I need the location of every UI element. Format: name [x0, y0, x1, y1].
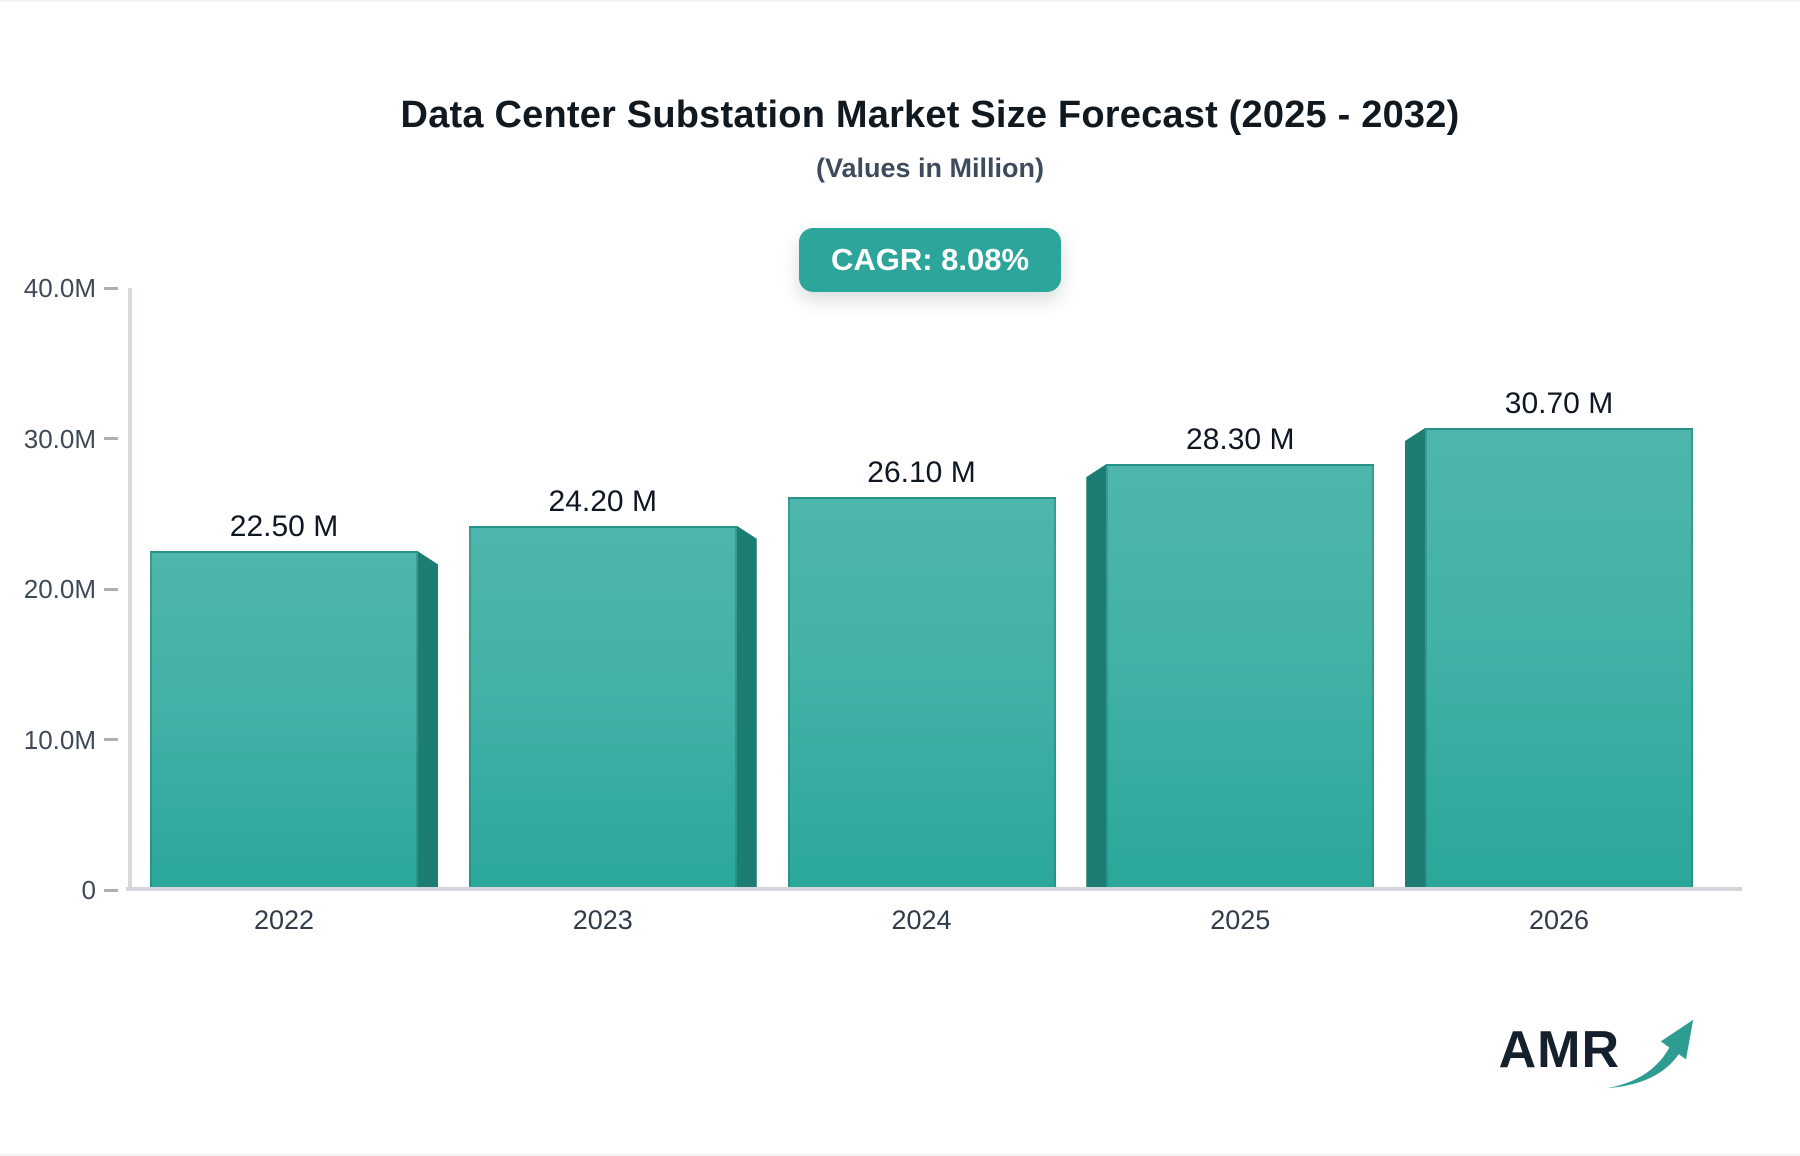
cagr-badge: CAGR: 8.08% [798, 228, 1062, 292]
bar-2022 [150, 551, 418, 890]
y-tick-label: 10.0M [23, 724, 96, 755]
bar-value-label: 24.20 M [548, 484, 657, 518]
bar-side [418, 551, 438, 890]
bar-value-label: 26.10 M [867, 456, 976, 490]
bar-value-label: 28.30 M [1186, 423, 1295, 457]
y-tick-mark [104, 888, 118, 892]
amr-logo: AMR [1498, 1019, 1696, 1090]
growth-arrow-icon [1606, 1019, 1694, 1089]
y-tick-mark [104, 738, 118, 741]
page-subtitle: (Values in Million) [815, 153, 1045, 183]
x-tick-label: 2023 [572, 905, 633, 935]
bar-2026 [1425, 427, 1693, 890]
x-tick-label: 2022 [253, 905, 315, 935]
x-tick-label: 2026 [1528, 905, 1590, 935]
y-tick-label: 20.0M [23, 574, 96, 604]
x-tick-label: 2024 [891, 905, 952, 935]
y-tick-label: 40.0M [23, 273, 96, 303]
y-tick-mark [104, 286, 118, 290]
bar-value-label: 30.70 M [1504, 386, 1614, 420]
bar-side [1405, 427, 1425, 890]
y-axis-line [128, 288, 132, 890]
bar-2023 [468, 525, 737, 890]
bar-side [736, 525, 757, 890]
bar-2024 [787, 497, 1056, 890]
y-tick-label: 0 [81, 875, 96, 905]
amr-logo-text: AMR [1498, 1021, 1620, 1079]
y-tick-label: 30.0M [23, 423, 96, 454]
y-tick-mark [104, 587, 118, 591]
x-axis-line [126, 887, 1742, 891]
page-title: Data Center Substation Market Size Forec… [400, 94, 1460, 136]
bar-2025 [1106, 464, 1375, 890]
bar-side [1086, 464, 1107, 890]
y-tick-mark [104, 437, 118, 440]
bar-value-label: 22.50 M [229, 510, 339, 544]
x-tick-label: 2025 [1210, 905, 1271, 935]
chart-header: Data Center Substation Market Size Forec… [0, 2, 1800, 292]
